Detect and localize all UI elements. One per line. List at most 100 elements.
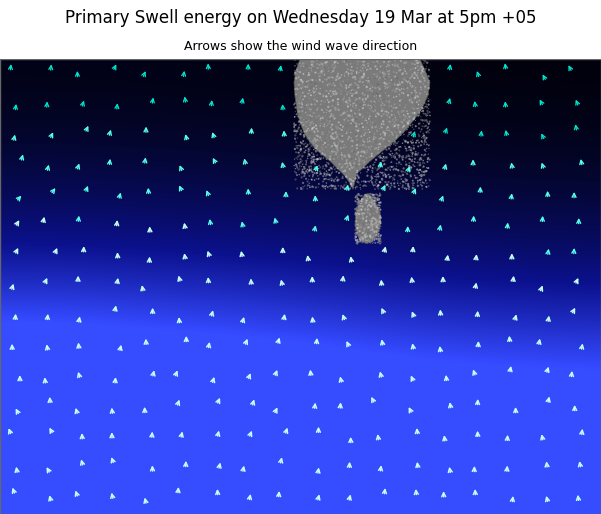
Point (365, 151, 374, 159)
Point (419, 86, 429, 95)
Point (352, 171, 362, 179)
Point (416, 70, 426, 79)
Point (328, 181, 337, 190)
Point (343, 111, 352, 119)
Point (359, 101, 368, 109)
Point (311, 136, 320, 144)
Point (376, 191, 385, 199)
Point (351, 209, 361, 217)
Point (300, 92, 310, 100)
Point (393, 62, 403, 70)
Point (352, 233, 361, 242)
Point (302, 82, 312, 90)
Point (362, 163, 372, 171)
Point (307, 64, 316, 72)
Point (388, 127, 398, 136)
Point (297, 87, 307, 95)
Point (403, 120, 413, 128)
Point (337, 149, 347, 157)
Point (347, 86, 356, 95)
Point (384, 67, 394, 75)
Point (365, 162, 375, 171)
Point (402, 87, 412, 95)
Point (304, 71, 313, 79)
Point (302, 167, 311, 175)
Point (302, 114, 311, 122)
Point (382, 153, 392, 161)
Point (368, 198, 377, 207)
Point (413, 112, 423, 120)
Point (366, 97, 376, 105)
Point (358, 141, 367, 150)
Point (310, 94, 320, 102)
Point (375, 216, 385, 224)
Point (321, 55, 331, 63)
Point (376, 231, 386, 240)
Point (352, 182, 361, 191)
Point (357, 177, 367, 186)
Point (372, 94, 382, 102)
Point (353, 214, 363, 222)
Point (406, 72, 415, 81)
Point (353, 148, 363, 156)
Point (412, 158, 422, 167)
Point (297, 99, 307, 107)
Point (359, 177, 368, 186)
Point (353, 221, 363, 229)
Point (340, 72, 349, 80)
Point (361, 232, 370, 240)
Point (316, 155, 325, 163)
Point (376, 223, 385, 231)
Point (319, 119, 328, 127)
Point (394, 151, 404, 159)
Point (333, 59, 343, 67)
Point (305, 143, 315, 152)
Point (333, 130, 343, 138)
Point (386, 95, 395, 103)
Point (344, 88, 353, 96)
Point (371, 84, 380, 92)
Point (320, 69, 329, 77)
Point (361, 238, 371, 246)
Point (323, 148, 333, 156)
Point (362, 224, 372, 232)
Point (396, 160, 406, 169)
Point (309, 82, 319, 90)
Point (393, 166, 403, 174)
Point (344, 94, 354, 102)
Point (290, 127, 300, 135)
Point (304, 181, 313, 189)
Point (317, 113, 327, 121)
Point (294, 159, 304, 168)
Point (379, 138, 388, 146)
Point (306, 83, 316, 91)
Point (357, 192, 367, 200)
Point (371, 112, 380, 120)
Point (352, 113, 362, 121)
Point (403, 117, 412, 125)
Point (318, 164, 328, 173)
Point (302, 118, 312, 126)
Point (376, 237, 385, 245)
Point (310, 96, 320, 104)
Point (343, 71, 353, 79)
Point (301, 62, 311, 70)
Point (316, 116, 325, 124)
Point (397, 167, 406, 175)
Point (397, 85, 406, 93)
Point (299, 95, 308, 103)
Point (353, 204, 362, 212)
Point (335, 130, 344, 138)
Point (371, 98, 380, 106)
Point (313, 132, 322, 140)
Point (313, 136, 322, 144)
Point (367, 70, 377, 78)
Point (361, 140, 370, 148)
Point (355, 225, 364, 233)
Point (424, 104, 433, 113)
Point (331, 105, 340, 114)
Point (373, 149, 383, 157)
Point (404, 162, 414, 170)
Point (352, 214, 361, 222)
Point (293, 85, 303, 94)
